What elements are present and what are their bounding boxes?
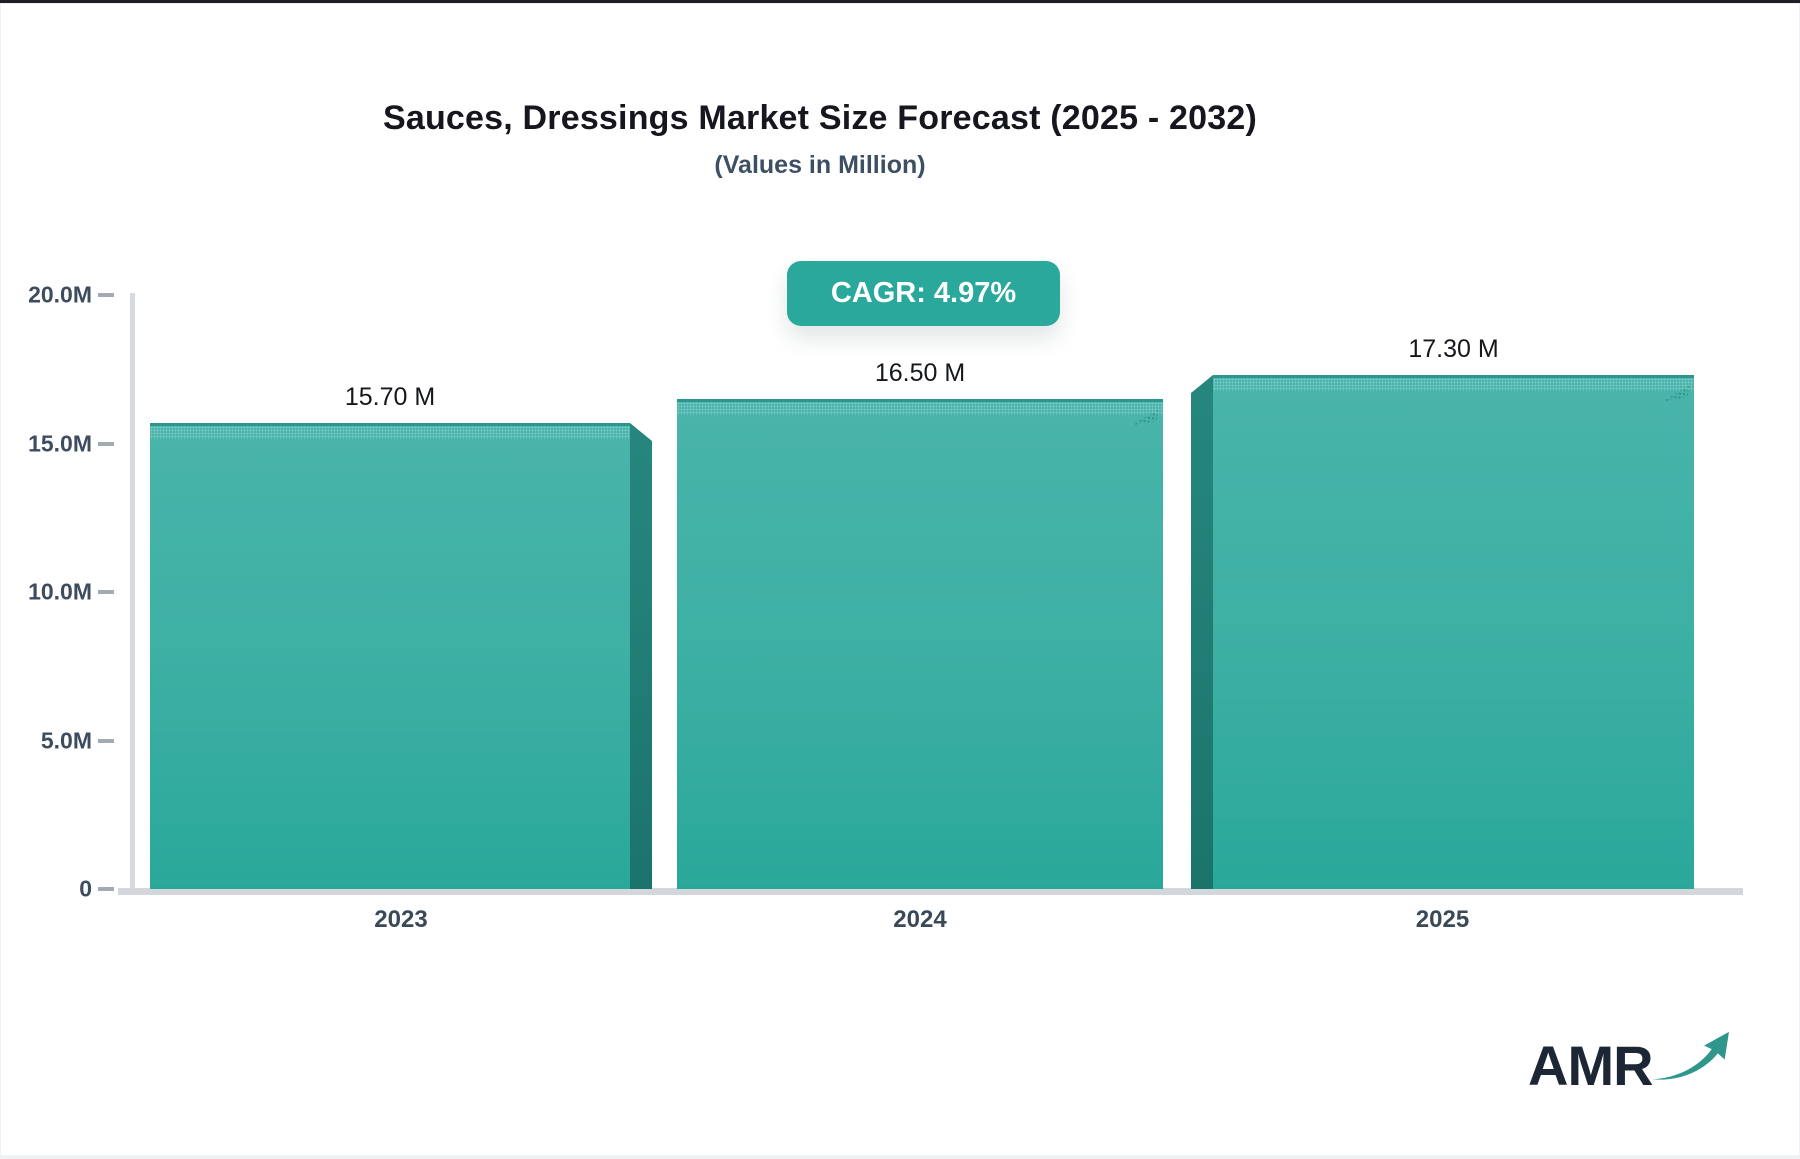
y-tick-label-20.0M: 20.0M [28, 281, 92, 308]
y-tick-mark [98, 590, 114, 594]
bar-2024[interactable] [677, 399, 1163, 889]
cagr-badge: CAGR: 4.97% [787, 261, 1060, 326]
y-tick-mark [98, 887, 114, 891]
y-tick-mark [98, 441, 114, 446]
y-axis-line [130, 293, 135, 891]
x-tick-label-2025: 2025 [1415, 906, 1470, 933]
bar-2023[interactable] [150, 423, 630, 889]
x-tick-label-2024: 2024 [893, 906, 947, 933]
bar-value-label-2023: 15.70 M [344, 383, 436, 411]
amr-logo-text: AMR [1528, 1034, 1654, 1097]
bar-value-label-2024: 16.50 M [874, 359, 966, 387]
y-tick-mark [98, 293, 114, 297]
bar-value-label-2025: 17.30 M [1408, 335, 1499, 363]
y-tick-label-10.0M: 10.0M [28, 578, 92, 605]
bar-2025[interactable] [1213, 375, 1694, 889]
chart-title: Sauces, Dressings Market Size Forecast (… [382, 99, 1258, 137]
growth-arrow-icon [1649, 1025, 1735, 1092]
y-tick-mark [98, 738, 114, 743]
x-axis-line [118, 888, 1743, 895]
bar-2023-side-face [630, 423, 652, 889]
x-tick-label-2023: 2023 [374, 906, 428, 933]
y-tick-label-15.0M: 15.0M [28, 430, 92, 456]
y-tick-label-0: 0 [79, 875, 92, 902]
y-tick-label-5.0M: 5.0M [40, 727, 92, 753]
amr-logo: AMR [1528, 1025, 1735, 1094]
chart-subtitle: (Values in Million) [714, 151, 926, 179]
bar-2025-side-face [1191, 375, 1213, 889]
